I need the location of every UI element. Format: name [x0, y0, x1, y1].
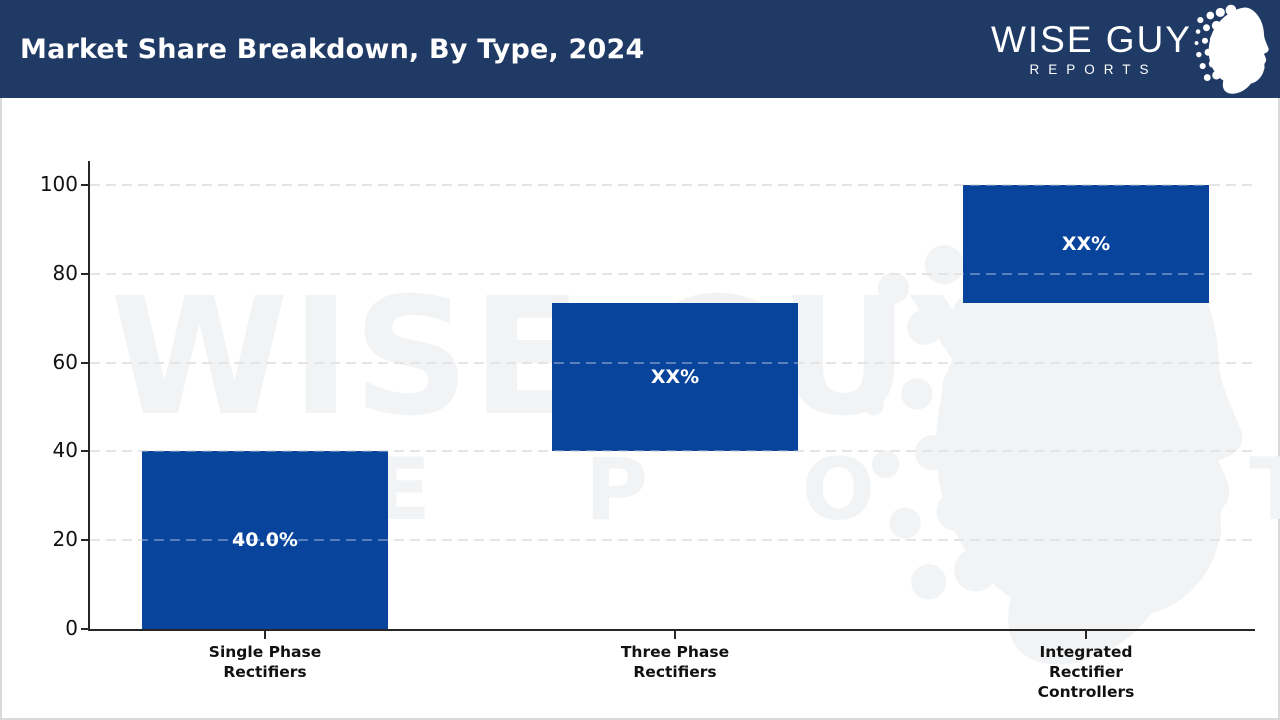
y-tick-label-80: 80	[52, 260, 78, 285]
x-category-line: Rectifiers	[633, 663, 717, 681]
gridline-overlay-100	[90, 184, 1255, 186]
gridline-100	[90, 184, 1255, 186]
x-tickmark-0	[264, 631, 266, 639]
y-tick-label-100: 100	[39, 172, 78, 196]
x-category-line: Rectifier	[1048, 663, 1123, 681]
y-tickmark-40	[81, 450, 90, 453]
y-tickmark-60	[81, 361, 90, 364]
gridline-40	[90, 450, 1255, 453]
x-tickmark-2	[1085, 631, 1087, 639]
y-tick-label-60: 60	[52, 349, 78, 374]
y-tickmark-0	[81, 628, 90, 630]
brand-wordmark: WISE GUY REPORTS	[991, 21, 1192, 77]
x-category-line: Controllers	[1037, 683, 1135, 701]
x-category-line: Single Phase	[208, 643, 322, 661]
y-tick-label-0: 0	[65, 616, 78, 640]
brand-head-dots-icon	[1194, 4, 1269, 94]
x-axis-line	[88, 629, 1255, 631]
gridline-20	[90, 539, 1255, 542]
gridline-overlay-80	[90, 272, 1255, 275]
y-tickmark-80	[81, 272, 90, 275]
plot-region: 0 20 40 60 80 100 40.0% XX% XX% Single Phase Recti…	[2, 98, 1278, 718]
x-category-label-0: Single Phase Rectifiers	[150, 642, 380, 682]
header-bar: Market Share Breakdown, By Type, 2024 WI…	[0, 0, 1280, 98]
y-tick-label-40: 40	[52, 438, 78, 463]
chart-area: WISE GUY R E P O R T S 02040608010040.0%…	[0, 98, 1280, 720]
x-category-line: Integrated	[1039, 643, 1133, 661]
x-category-label-1: Three Phase Rectifiers	[560, 642, 790, 682]
bar-value-label-integrated-rectifier-controllers: XX%	[1061, 232, 1111, 255]
brand-subtitle: REPORTS	[1029, 62, 1158, 77]
x-category-line: Rectifiers	[223, 663, 307, 681]
brand-logo: WISE GUY REPORTS	[991, 4, 1280, 94]
bar-three-phase-rectifiers: XX%	[552, 302, 798, 452]
x-category-line: Three Phase	[620, 643, 730, 661]
bar-integrated-rectifier-controllers: XX%	[963, 185, 1209, 303]
x-tickmark-1	[674, 631, 676, 639]
y-axis-line	[88, 161, 90, 631]
gridline-overlay-60	[90, 361, 1255, 364]
bar-single-phase-rectifiers: 40.0%	[142, 451, 388, 629]
x-category-label-2: Integrated Rectifier Controllers	[971, 642, 1201, 702]
gridline-80	[90, 272, 1255, 275]
y-tick-label-20: 20	[52, 527, 78, 552]
brand-name: WISE GUY	[990, 19, 1192, 60]
bar-value-label-single-phase-rectifiers: 40.0%	[232, 529, 298, 552]
y-tickmark-20	[81, 539, 90, 542]
bar-value-label-three-phase-rectifiers: XX%	[650, 366, 700, 389]
gridline-overlay-20	[90, 539, 1255, 542]
gridline-overlay-40	[90, 450, 1255, 453]
chart-title: Market Share Breakdown, By Type, 2024	[20, 33, 645, 65]
y-tickmark-100	[81, 184, 90, 186]
